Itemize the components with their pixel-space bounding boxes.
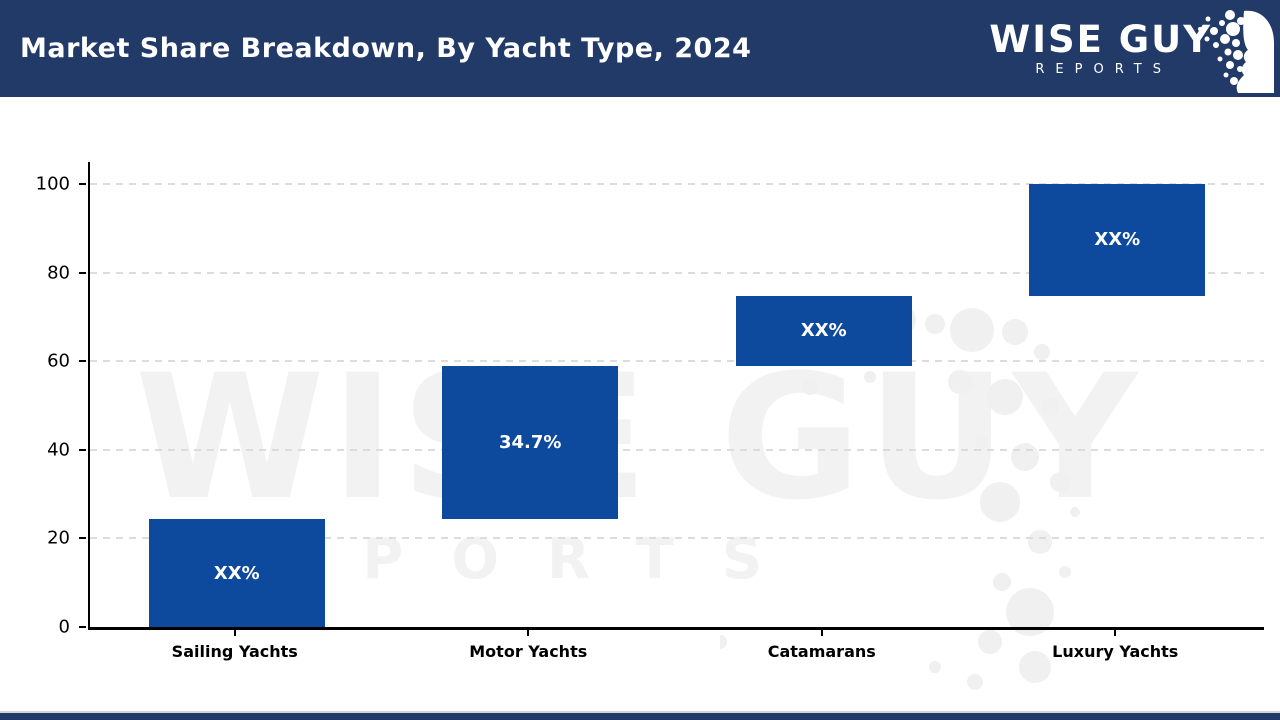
x-tick-mark (527, 630, 530, 636)
bar: XX% (148, 519, 325, 627)
bar-value-label: 34.7% (499, 432, 562, 454)
logo-subtitle: REPORTS (1035, 61, 1172, 77)
y-tick-label: 20 (47, 527, 70, 549)
y-axis: 0 20 40 60 80 100 (0, 162, 86, 638)
y-tick-label: 0 (58, 616, 70, 638)
y-tick-label: 80 (47, 262, 70, 284)
x-tick-label: Motor Yachts (469, 642, 588, 661)
y-tick-mark (79, 271, 86, 274)
x-tick-label: Sailing Yachts (171, 642, 298, 661)
bar: 34.7% (442, 365, 619, 520)
gridline (90, 360, 1264, 363)
plot-area: XX% 34.7% XX% XX% (88, 162, 1264, 630)
y-tick-mark (79, 537, 86, 540)
y-tick-mark (79, 183, 86, 186)
page-title: Market Share Breakdown, By Yacht Type, 2… (20, 33, 752, 64)
bar-value-label: XX% (1094, 229, 1141, 251)
logo-face-icon (1198, 9, 1274, 93)
x-tick-mark (233, 630, 236, 636)
bar-value-label: XX% (213, 562, 260, 584)
chart-region: WISE GUY REPORTS 0 20 40 60 80 100 XX% 34.7% XX… (0, 97, 1280, 713)
gridline (90, 183, 1264, 186)
header-bar: Market Share Breakdown, By Yacht Type, 2… (0, 0, 1280, 97)
x-axis: Sailing Yachts Motor Yachts Catamarans Luxu… (88, 630, 1262, 670)
bar-value-label: XX% (800, 320, 847, 342)
bar: XX% (1029, 184, 1206, 296)
y-tick-label: 60 (47, 350, 70, 372)
y-tick-mark (79, 448, 86, 451)
logo-wordmark: WISE GUY (989, 17, 1212, 61)
x-tick-mark (820, 630, 823, 636)
x-tick-label: Catamarans (767, 642, 876, 661)
footer-bar (0, 711, 1280, 720)
gridline (90, 271, 1264, 274)
y-tick-mark (79, 360, 86, 363)
wiseguy-logo: WISE GUY REPORTS (989, 5, 1280, 93)
gridline (90, 448, 1264, 451)
y-tick-label: 40 (47, 439, 70, 461)
y-tick-mark (79, 626, 86, 628)
x-tick-mark (1114, 630, 1117, 636)
gridline (90, 537, 1264, 540)
y-tick-label: 100 (35, 173, 70, 195)
wiseguy-logo-text: WISE GUY REPORTS (989, 21, 1212, 77)
bar: XX% (735, 295, 912, 366)
x-tick-label: Luxury Yachts (1052, 642, 1179, 661)
